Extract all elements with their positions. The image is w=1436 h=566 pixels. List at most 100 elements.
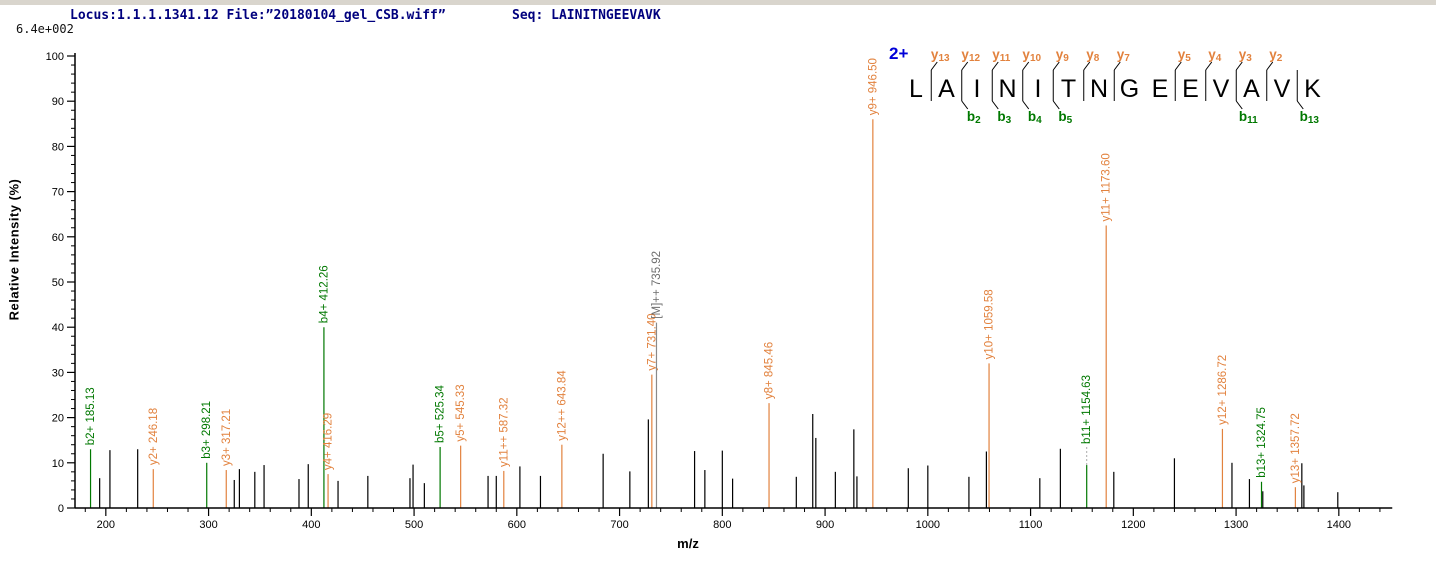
x-tick-label: 1400 [1327, 519, 1351, 531]
b-cleavage-slash [1296, 100, 1304, 110]
window-edge-strip [0, 0, 1436, 5]
peptide-residue: N [998, 75, 1016, 103]
x-tick-label: 1000 [916, 519, 940, 531]
y-ion-label: y7 [1117, 47, 1131, 64]
peptide-residue: G [1120, 75, 1139, 103]
y-cleavage-slash [1083, 61, 1091, 71]
y-tick-label: 20 [52, 413, 64, 425]
peptide-residue: V [1213, 75, 1230, 103]
peak-label: y10+ 1059.58 [984, 289, 996, 359]
peak-label: [M]++ 735.92 [651, 251, 663, 319]
y-cleavage-slash [961, 61, 969, 71]
y-ion-label: y12 [961, 47, 980, 64]
b-cleavage-slash [1022, 100, 1030, 110]
base-peak-intensity-label: 6.4e+002 [16, 22, 74, 36]
peptide-residue: T [1061, 75, 1076, 103]
locus-file-label: Locus:1.1.1.1341.12 File:”20180104_gel_C… [70, 8, 446, 23]
b-cleavage-slash [1052, 100, 1060, 110]
b-cleavage-slash [961, 100, 969, 110]
y-ion-label: y2 [1269, 47, 1283, 64]
y-tick-label: 40 [52, 322, 64, 334]
x-tick-label: 600 [508, 519, 526, 531]
y-tick-label: 30 [52, 367, 64, 379]
peak-label: y11++ 587.32 [498, 397, 510, 466]
y-tick-label: 50 [52, 277, 64, 289]
peak-label: y4+ 416.29 [323, 413, 335, 470]
spectrum-header: Locus:1.1.1.1341.12 File:”20180104_gel_C… [0, 8, 1436, 26]
peak-label: b13+ 1324.75 [1256, 407, 1268, 478]
x-tick-label: 1300 [1224, 519, 1248, 531]
peak-label: y7+ 731.40 [646, 313, 658, 370]
x-axis-title: m/z [677, 536, 699, 551]
y-tick-label: 90 [52, 96, 64, 108]
b-ion-label: b4 [1028, 109, 1042, 126]
y-cleavage-slash [1052, 61, 1060, 71]
y-cleavage-slash [1235, 61, 1243, 71]
peak-label: y5+ 545.33 [455, 384, 467, 441]
x-tick-label: 200 [97, 519, 115, 531]
peptide-residue: E [1152, 75, 1169, 103]
y-ion-label: y13 [931, 47, 950, 64]
peptide-residue: A [1243, 75, 1260, 103]
y-cleavage-slash [1022, 61, 1030, 71]
b-ion-label: b13 [1300, 109, 1320, 126]
peak-label: b4+ 412.26 [318, 265, 330, 323]
peak-label: y12++ 643.84 [556, 370, 568, 441]
peptide-residue: I [1035, 75, 1042, 103]
y-tick-label: 80 [52, 141, 64, 153]
b-ion-label: b2 [967, 109, 981, 126]
b-ion-label: b3 [997, 109, 1011, 126]
y-ion-label: y4 [1208, 47, 1222, 64]
x-tick-label: 1200 [1121, 519, 1145, 531]
x-tick-label: 1100 [1019, 519, 1043, 531]
y-cleavage-slash [991, 61, 999, 71]
peak-label: y3+ 317.21 [221, 409, 233, 466]
peptide-residue: K [1304, 75, 1321, 103]
x-tick-label: 300 [199, 519, 217, 531]
peak-label: y13+ 1357.72 [1290, 413, 1302, 483]
peak-label: y11+ 1173.60 [1101, 153, 1113, 221]
peak-label: b5+ 525.34 [435, 384, 447, 442]
y-cleavage-slash [1174, 61, 1182, 71]
x-tick-label: 900 [816, 519, 834, 531]
b-cleavage-slash [991, 100, 999, 110]
peak-label: b3+ 298.21 [201, 401, 213, 459]
peak-label: y9+ 946.50 [867, 58, 879, 115]
y-cleavage-slash [930, 61, 938, 71]
b-cleavage-slash [1235, 100, 1243, 110]
y-cleavage-slash [1113, 61, 1121, 71]
y-tick-label: 0 [58, 503, 64, 515]
y-cleavage-slash [1205, 61, 1213, 71]
y-tick-label: 60 [52, 232, 64, 244]
y-ion-label: y9 [1056, 47, 1070, 64]
y-ion-label: y3 [1239, 47, 1253, 64]
peptide-residue: E [1182, 75, 1199, 103]
x-tick-label: 800 [713, 519, 731, 531]
y-ion-label: y11 [992, 47, 1011, 64]
y-tick-label: 70 [52, 187, 64, 199]
y-ion-label: y5 [1178, 47, 1192, 64]
y-cleavage-slash [1266, 61, 1274, 71]
peak-label: b11+ 1154.63 [1081, 375, 1093, 444]
peak-label: y8+ 845.46 [764, 342, 776, 399]
peptide-residue: L [909, 75, 923, 103]
peptide-residue: V [1274, 75, 1291, 103]
y-tick-label: 10 [52, 458, 64, 470]
b-ion-label: b5 [1058, 109, 1072, 126]
y-tick-label: 100 [46, 51, 64, 63]
sequence-label: Seq: LAINITNGEEVAVK [512, 8, 661, 23]
peptide-residue: I [974, 75, 981, 103]
b-ion-label: b11 [1239, 109, 1258, 126]
y-ion-label: y8 [1086, 47, 1100, 64]
peak-label: b2+ 185.13 [85, 387, 97, 445]
peptide-residue: N [1090, 75, 1108, 103]
peptide-residue: A [938, 75, 955, 103]
y-ion-label: y10 [1022, 47, 1041, 64]
x-tick-label: 500 [405, 519, 423, 531]
x-tick-label: 700 [610, 519, 628, 531]
x-tick-label: 400 [302, 519, 320, 531]
precursor-charge-label: 2+ [889, 44, 909, 63]
peak-label: y12+ 1286.72 [1217, 355, 1229, 425]
